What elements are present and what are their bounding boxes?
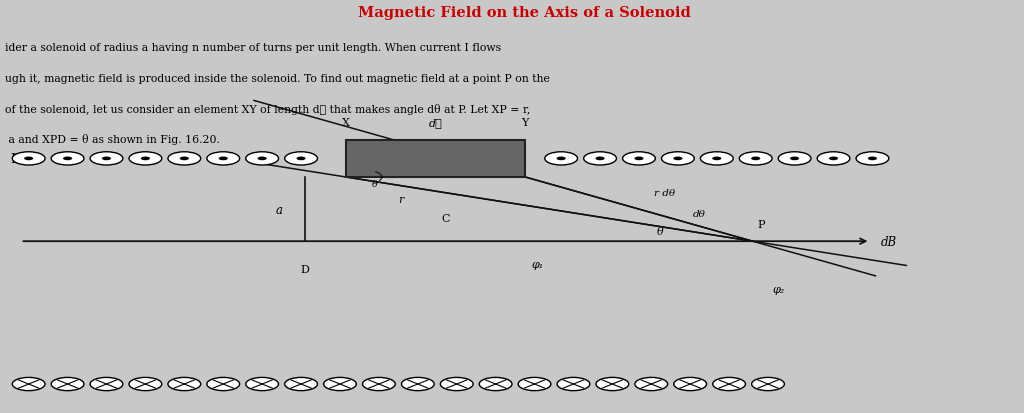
Text: φ₁: φ₁ [531,259,544,269]
Circle shape [752,377,784,391]
Circle shape [557,157,565,161]
Text: C: C [441,214,451,224]
Text: a: a [275,203,283,216]
Circle shape [285,377,317,391]
Circle shape [297,157,305,161]
Circle shape [367,157,375,161]
Circle shape [713,157,721,161]
Circle shape [635,157,643,161]
Circle shape [518,377,551,391]
Circle shape [51,377,84,391]
Text: I: I [10,152,15,166]
Circle shape [829,157,838,161]
Text: a and XPD = θ as shown in Fig. 16.20.: a and XPD = θ as shown in Fig. 16.20. [5,134,220,145]
Text: dθ: dθ [693,209,706,218]
Circle shape [207,152,240,166]
Text: of the solenoid, let us consider an element XY of length dℓ that makes angle dθ : of the solenoid, let us consider an elem… [5,104,530,115]
Circle shape [455,154,481,164]
Circle shape [207,377,240,391]
Circle shape [390,154,417,164]
Circle shape [285,152,317,166]
Circle shape [357,154,384,164]
Text: ider a solenoid of radius a having n number of turns per unit length. When curre: ider a solenoid of radius a having n num… [5,43,501,53]
Text: dℓ: dℓ [429,118,442,128]
Circle shape [51,152,84,166]
Circle shape [168,152,201,166]
Text: r dθ: r dθ [654,189,676,197]
Circle shape [817,152,850,166]
Circle shape [324,377,356,391]
Circle shape [432,157,439,161]
Text: P: P [758,219,765,229]
Circle shape [596,157,604,161]
Circle shape [479,377,512,391]
Circle shape [778,152,811,166]
Circle shape [219,157,227,161]
Circle shape [90,377,123,391]
Circle shape [584,152,616,166]
Circle shape [129,152,162,166]
Text: θ: θ [657,226,664,236]
Circle shape [545,152,578,166]
Circle shape [713,377,745,391]
Bar [346,140,525,178]
Text: θ: θ [372,179,378,188]
Circle shape [868,157,877,161]
Circle shape [12,152,45,166]
Circle shape [246,377,279,391]
Circle shape [90,152,123,166]
Circle shape [102,157,111,161]
Circle shape [662,152,694,166]
Circle shape [63,157,72,161]
Circle shape [422,154,450,164]
Circle shape [791,157,799,161]
Circle shape [557,377,590,391]
Text: ugh it, magnetic field is produced inside the solenoid. To find out magnetic fie: ugh it, magnetic field is produced insid… [5,74,550,83]
Circle shape [246,152,279,166]
Circle shape [596,377,629,391]
Circle shape [180,157,188,161]
Circle shape [25,157,33,161]
Circle shape [856,152,889,166]
Circle shape [440,377,473,391]
Circle shape [497,157,505,161]
Circle shape [674,377,707,391]
Circle shape [700,152,733,166]
Text: X: X [342,118,350,128]
Text: Magnetic Field on the Axis of a Solenoid: Magnetic Field on the Axis of a Solenoid [358,6,691,20]
Circle shape [399,157,407,161]
Text: φ₂: φ₂ [772,284,784,294]
Circle shape [12,377,45,391]
Circle shape [635,377,668,391]
Circle shape [674,157,682,161]
Text: r: r [398,194,403,204]
Circle shape [623,152,655,166]
Circle shape [739,152,772,166]
Circle shape [258,157,266,161]
Circle shape [752,157,760,161]
Circle shape [168,377,201,391]
Circle shape [465,157,472,161]
Circle shape [129,377,162,391]
Text: Y: Y [521,118,529,128]
Circle shape [487,154,514,164]
Text: dB: dB [881,235,897,248]
Circle shape [401,377,434,391]
Circle shape [141,157,150,161]
Text: D: D [301,264,309,274]
Circle shape [362,377,395,391]
